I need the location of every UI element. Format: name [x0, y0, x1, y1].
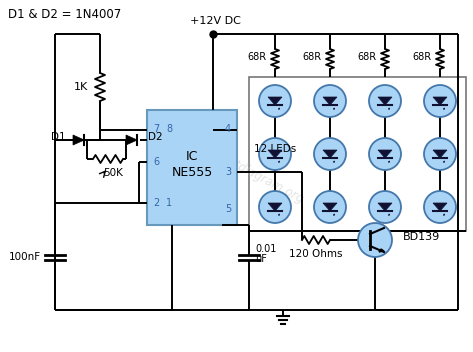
Text: 5: 5 — [225, 205, 231, 214]
Polygon shape — [268, 203, 282, 211]
Polygon shape — [433, 97, 447, 105]
Circle shape — [424, 138, 456, 170]
Text: NE555: NE555 — [171, 165, 213, 178]
Circle shape — [424, 191, 456, 223]
Text: 68R: 68R — [412, 52, 431, 62]
Text: 68R: 68R — [302, 52, 322, 62]
Text: 1K: 1K — [74, 82, 88, 92]
Text: +12V DC: +12V DC — [190, 16, 240, 26]
Text: 1: 1 — [166, 197, 172, 207]
Text: 68R: 68R — [358, 52, 377, 62]
Text: D2: D2 — [148, 132, 162, 142]
Circle shape — [259, 138, 291, 170]
Text: 100nF: 100nF — [9, 252, 41, 262]
Polygon shape — [378, 97, 392, 105]
Text: 12 LEDs: 12 LEDs — [254, 144, 296, 154]
Text: 6: 6 — [153, 157, 159, 167]
Text: 50K: 50K — [103, 168, 123, 178]
Text: 2: 2 — [153, 197, 159, 207]
Circle shape — [424, 85, 456, 117]
Polygon shape — [268, 97, 282, 105]
Text: www.circuitdiagram.org: www.circuitdiagram.org — [175, 128, 305, 206]
Polygon shape — [323, 97, 337, 105]
Polygon shape — [126, 135, 137, 145]
Text: 4: 4 — [225, 125, 231, 134]
Circle shape — [259, 85, 291, 117]
Circle shape — [369, 138, 401, 170]
Text: 8: 8 — [166, 125, 172, 134]
Text: 0.01: 0.01 — [255, 244, 276, 254]
Polygon shape — [433, 150, 447, 158]
Text: 3: 3 — [225, 167, 231, 177]
Circle shape — [259, 191, 291, 223]
Circle shape — [314, 191, 346, 223]
Circle shape — [314, 138, 346, 170]
Text: 120 Ohms: 120 Ohms — [289, 249, 343, 259]
Polygon shape — [433, 203, 447, 211]
Text: D1: D1 — [51, 132, 65, 142]
Text: D1 & D2 = 1N4007: D1 & D2 = 1N4007 — [8, 7, 121, 20]
Text: 7: 7 — [153, 125, 159, 134]
Bar — [249, 77, 466, 231]
Polygon shape — [378, 150, 392, 158]
Polygon shape — [268, 150, 282, 158]
Polygon shape — [323, 203, 337, 211]
Polygon shape — [378, 203, 392, 211]
Text: uF: uF — [255, 254, 267, 264]
Circle shape — [314, 85, 346, 117]
Text: BD139: BD139 — [403, 232, 440, 242]
Polygon shape — [379, 249, 384, 252]
Polygon shape — [323, 150, 337, 158]
Polygon shape — [73, 135, 84, 145]
Text: 68R: 68R — [247, 52, 267, 62]
Bar — [147, 109, 237, 225]
Circle shape — [369, 85, 401, 117]
Circle shape — [369, 191, 401, 223]
Circle shape — [358, 223, 392, 257]
Text: IC: IC — [186, 151, 198, 163]
